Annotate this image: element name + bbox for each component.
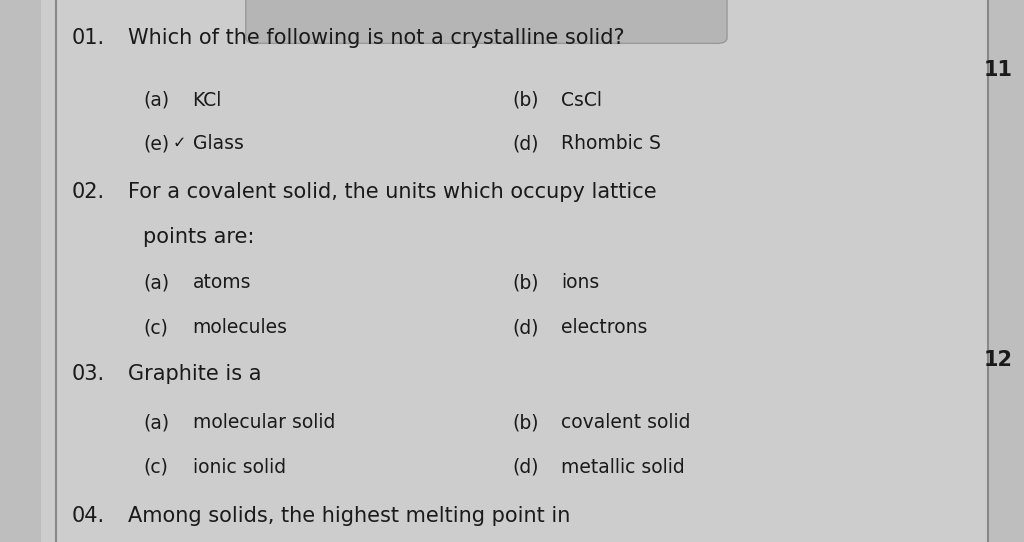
Text: Graphite is a: Graphite is a xyxy=(128,364,261,384)
Text: points are:: points are: xyxy=(143,227,255,247)
Text: $\checkmark$: $\checkmark$ xyxy=(172,134,184,150)
Text: (d): (d) xyxy=(512,134,539,153)
Text: ions: ions xyxy=(561,273,599,293)
Text: (a): (a) xyxy=(143,273,170,293)
Text: (d): (d) xyxy=(512,318,539,338)
Text: 12: 12 xyxy=(984,351,1013,370)
FancyBboxPatch shape xyxy=(246,0,727,43)
FancyBboxPatch shape xyxy=(41,0,988,542)
Text: (d): (d) xyxy=(512,457,539,477)
Text: metallic solid: metallic solid xyxy=(561,457,685,477)
Text: 04.: 04. xyxy=(72,506,104,526)
Text: 01.: 01. xyxy=(72,28,104,48)
Text: (e): (e) xyxy=(143,134,170,153)
Text: (b): (b) xyxy=(512,273,539,293)
Text: covalent solid: covalent solid xyxy=(561,413,690,433)
Text: Which of the following is not a crystalline solid?: Which of the following is not a crystall… xyxy=(128,28,625,48)
Text: (a): (a) xyxy=(143,413,170,433)
Text: molecules: molecules xyxy=(193,318,288,338)
Text: CsCl: CsCl xyxy=(561,91,602,110)
Text: (c): (c) xyxy=(143,457,168,477)
Text: 02.: 02. xyxy=(72,183,104,202)
Text: Among solids, the highest melting point in: Among solids, the highest melting point … xyxy=(128,506,570,526)
Text: (b): (b) xyxy=(512,91,539,110)
Text: (b): (b) xyxy=(512,413,539,433)
Text: (a): (a) xyxy=(143,91,170,110)
Text: Glass: Glass xyxy=(193,134,244,153)
Text: 03.: 03. xyxy=(72,364,104,384)
Text: electrons: electrons xyxy=(561,318,647,338)
Text: ionic solid: ionic solid xyxy=(193,457,286,477)
Text: KCl: KCl xyxy=(193,91,222,110)
Text: atoms: atoms xyxy=(193,273,251,293)
Text: (c): (c) xyxy=(143,318,168,338)
Text: molecular solid: molecular solid xyxy=(193,413,335,433)
Text: For a covalent solid, the units which occupy lattice: For a covalent solid, the units which oc… xyxy=(128,183,656,202)
Text: Rhombic S: Rhombic S xyxy=(561,134,662,153)
Text: 11: 11 xyxy=(984,61,1013,80)
